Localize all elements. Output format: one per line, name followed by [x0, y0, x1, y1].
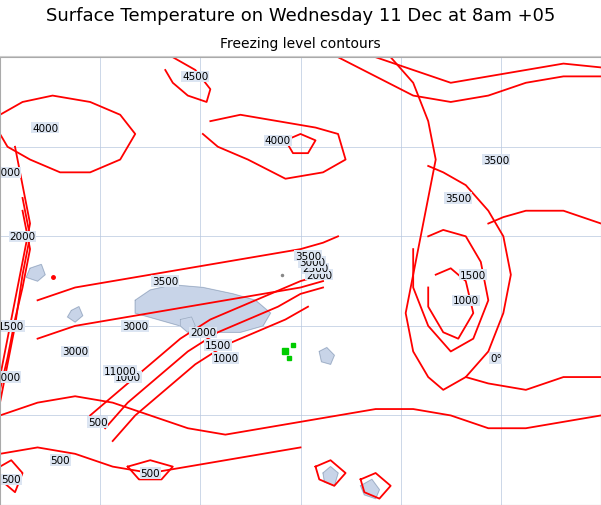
Polygon shape — [323, 467, 338, 486]
Text: 1000: 1000 — [212, 353, 239, 363]
Text: Surface Temperature on Wednesday 11 Dec at 8am +05: Surface Temperature on Wednesday 11 Dec … — [46, 7, 555, 25]
Text: 1000: 1000 — [453, 296, 479, 306]
Text: 500: 500 — [88, 417, 108, 427]
Polygon shape — [361, 479, 379, 498]
Text: 500: 500 — [141, 468, 160, 478]
Text: 2000: 2000 — [307, 270, 332, 280]
Text: 4500: 4500 — [182, 72, 209, 82]
Text: 4000: 4000 — [32, 123, 58, 133]
Text: 3500: 3500 — [295, 251, 321, 261]
Text: 4000: 4000 — [0, 168, 20, 178]
Text: 500: 500 — [50, 456, 70, 465]
Text: 0°: 0° — [490, 353, 502, 363]
Text: 2000: 2000 — [190, 328, 216, 338]
Text: 3000: 3000 — [122, 321, 148, 331]
Text: 2000: 2000 — [10, 232, 35, 242]
Polygon shape — [68, 307, 82, 322]
Text: 1500: 1500 — [0, 321, 25, 331]
Text: 11000: 11000 — [104, 366, 136, 376]
Text: 3000: 3000 — [299, 258, 325, 267]
Text: 1000: 1000 — [115, 372, 141, 382]
Text: 3500: 3500 — [152, 277, 178, 286]
Text: 1000: 1000 — [0, 372, 20, 382]
Text: 3500: 3500 — [445, 193, 471, 204]
Text: 2500: 2500 — [302, 264, 329, 274]
Polygon shape — [319, 348, 334, 365]
Text: 3000: 3000 — [62, 347, 88, 357]
Polygon shape — [180, 317, 195, 333]
Text: 4000: 4000 — [265, 136, 291, 146]
Text: Freezing level contours: Freezing level contours — [220, 36, 381, 51]
Text: 1500: 1500 — [205, 340, 231, 350]
Polygon shape — [26, 265, 45, 282]
Polygon shape — [135, 285, 270, 333]
Text: 3500: 3500 — [483, 155, 509, 165]
Text: 500: 500 — [1, 475, 21, 484]
Text: 1500: 1500 — [460, 270, 486, 280]
